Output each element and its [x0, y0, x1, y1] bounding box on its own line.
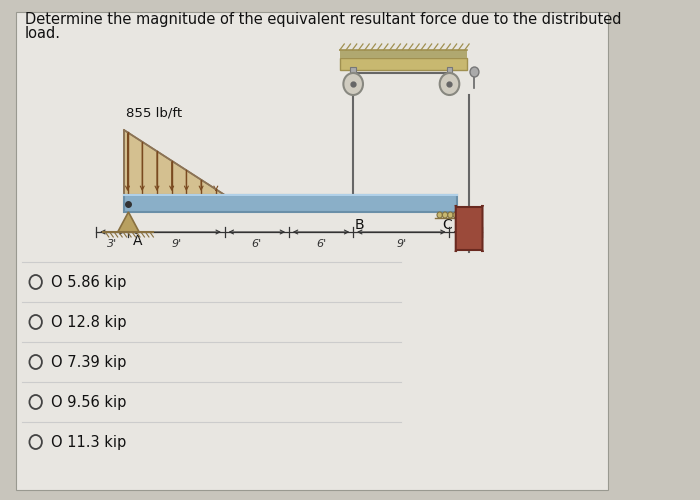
- Circle shape: [437, 212, 442, 218]
- Bar: [447, 67, 452, 73]
- Circle shape: [344, 73, 363, 95]
- Text: A: A: [133, 234, 142, 248]
- Text: O 11.3 kip: O 11.3 kip: [51, 434, 126, 450]
- Circle shape: [442, 212, 448, 218]
- Text: 6': 6': [316, 239, 326, 249]
- Bar: [351, 67, 356, 73]
- Text: O 7.39 kip: O 7.39 kip: [51, 354, 126, 370]
- Bar: [124, 195, 456, 212]
- Circle shape: [453, 212, 459, 218]
- Text: Determine the magnitude of the equivalent resultant force due to the distributed: Determine the magnitude of the equivalen…: [25, 12, 622, 27]
- Circle shape: [470, 67, 479, 77]
- Text: O 9.56 kip: O 9.56 kip: [51, 394, 126, 409]
- Text: 6': 6': [252, 239, 262, 249]
- Text: O 5.86 kip: O 5.86 kip: [51, 274, 126, 289]
- Text: B: B: [355, 218, 365, 232]
- Text: 9': 9': [396, 239, 407, 249]
- Polygon shape: [124, 130, 225, 195]
- Circle shape: [440, 73, 459, 95]
- Text: 3': 3': [107, 239, 118, 249]
- Text: O 12.8 kip: O 12.8 kip: [51, 314, 126, 330]
- Bar: [340, 50, 468, 58]
- Text: load.: load.: [25, 26, 61, 41]
- Text: C: C: [442, 218, 452, 232]
- Polygon shape: [118, 212, 139, 232]
- Circle shape: [448, 212, 453, 218]
- Text: 855 lb/ft: 855 lb/ft: [126, 107, 182, 120]
- Bar: [340, 58, 468, 70]
- Text: 9': 9': [172, 239, 182, 249]
- Circle shape: [458, 212, 464, 218]
- Text: 3': 3': [461, 239, 470, 249]
- FancyBboxPatch shape: [456, 205, 482, 252]
